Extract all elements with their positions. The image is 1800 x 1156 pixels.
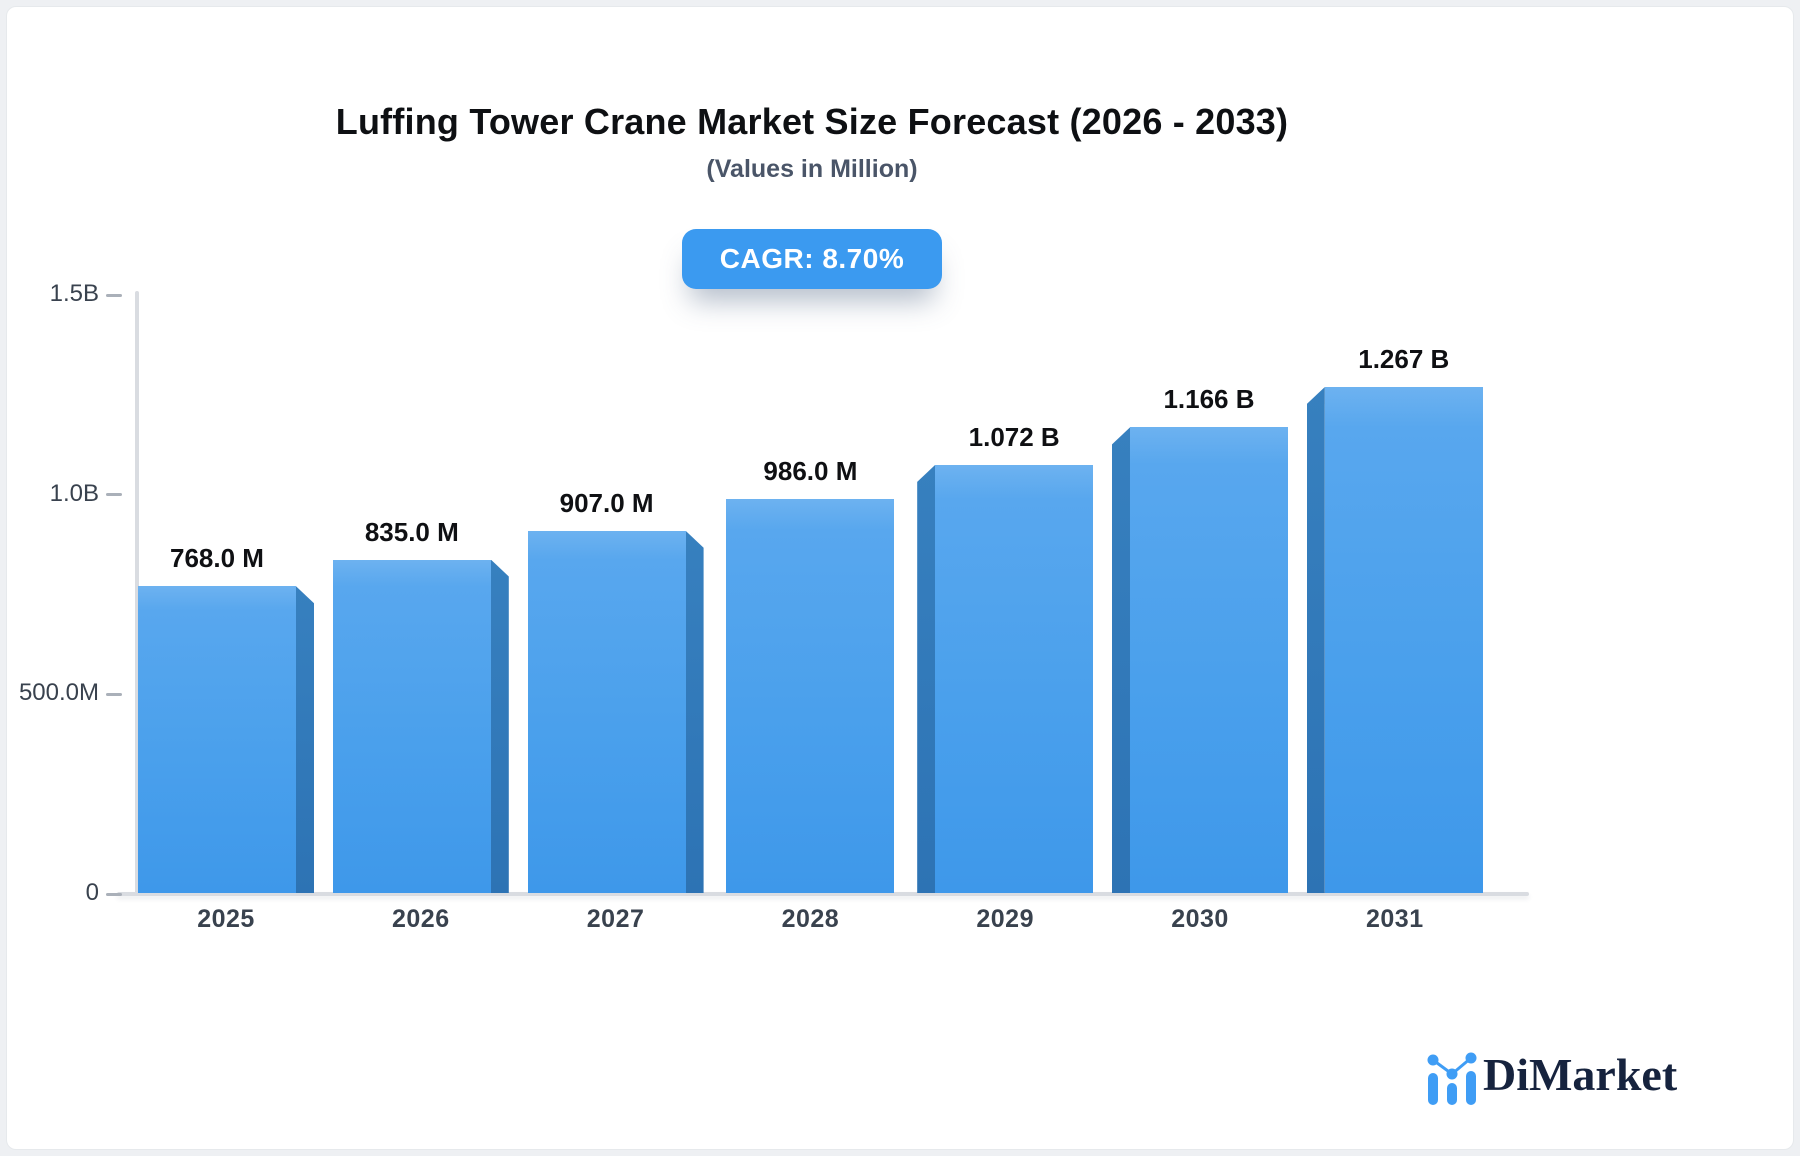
- bar-value-label: 907.0 M: [559, 487, 654, 518]
- y-tick-label: 0: [85, 879, 99, 906]
- bar-value-label: 768.0 M: [170, 543, 264, 574]
- chart-subtitle: (Values in Million): [706, 155, 918, 183]
- y-tick-mark: [106, 493, 122, 497]
- bar-side-bevel: [1112, 427, 1130, 893]
- x-axis-label: 2029: [976, 905, 1034, 933]
- x-axis-baseline: [117, 892, 1529, 896]
- bar-value-label: 1.166 B: [1163, 384, 1255, 415]
- y-axis-line: [135, 291, 139, 896]
- y-tick-label: 500.0M: [18, 679, 99, 707]
- bar-value-label: 1.267 B: [1358, 344, 1450, 375]
- bar-2026: [332, 559, 509, 893]
- bar-value-label: 835.0 M: [364, 516, 459, 547]
- bar-side-bevel: [685, 530, 704, 893]
- bar-face: [935, 464, 1094, 893]
- bar-side-bevel: [917, 464, 936, 893]
- cagr-badge-row: CAGR: 8.70%: [7, 229, 1617, 289]
- y-tick-label: 1.5B: [49, 280, 99, 307]
- x-axis-label: 2025: [197, 905, 255, 933]
- chart-card: Luffing Tower Crane Market Size Forecast…: [6, 6, 1794, 1150]
- bar-face: [726, 499, 895, 893]
- bar-2028: [726, 499, 895, 893]
- cagr-badge: CAGR: 8.70%: [681, 229, 943, 289]
- x-axis-label: 2027: [586, 905, 645, 933]
- bar-side-bevel: [1306, 387, 1325, 893]
- chart-title: Luffing Tower Crane Market Size Forecast…: [335, 101, 1289, 142]
- bar-2030: [1112, 427, 1288, 893]
- mini-bar-chart-logo-icon: [1427, 1052, 1477, 1105]
- bar-side-bevel: [296, 586, 314, 893]
- y-tick-mark: [106, 293, 122, 297]
- bar-face: [332, 559, 491, 893]
- bar-value-label: 1.072 B: [968, 421, 1060, 452]
- x-axis-label: 2031: [1365, 905, 1424, 933]
- bar-face: [1130, 427, 1288, 893]
- x-axis-label: 2026: [391, 905, 450, 933]
- bar-value-label: 986.0 M: [763, 456, 858, 487]
- y-tick-mark: [106, 692, 122, 696]
- bar-2029: [917, 464, 1094, 893]
- x-axis-label: 2028: [781, 905, 840, 933]
- brand-name: DiMarket: [1483, 1049, 1678, 1100]
- bar-face: [138, 586, 296, 893]
- bar-face: [527, 530, 686, 893]
- y-tick-mark: [106, 892, 122, 896]
- bar-2027: [527, 530, 704, 893]
- bar-2031: [1306, 387, 1483, 893]
- bar-2025: [138, 586, 314, 893]
- x-axis-label: 2030: [1171, 905, 1229, 933]
- bar-side-bevel: [490, 559, 509, 893]
- y-tick-label: 1.0B: [49, 479, 99, 507]
- bar-face: [1324, 387, 1483, 893]
